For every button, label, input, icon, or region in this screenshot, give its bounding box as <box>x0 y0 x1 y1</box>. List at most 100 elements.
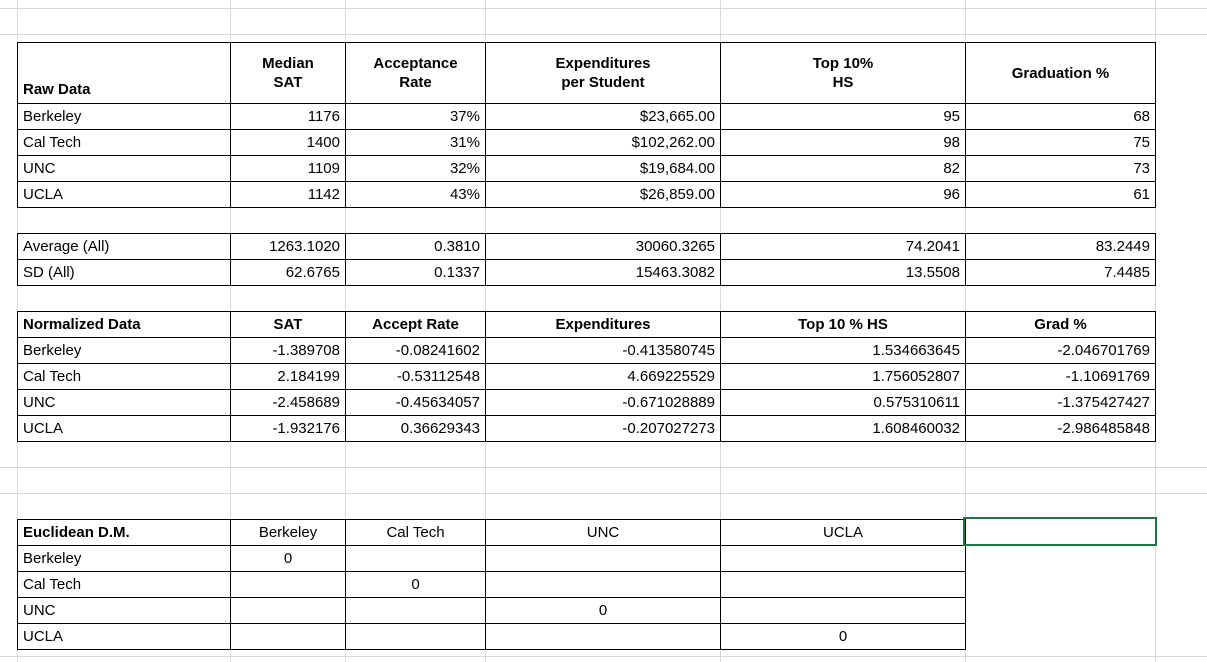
value-cell[interactable]: 1400 <box>230 129 346 156</box>
distance-table-title-cell[interactable]: Euclidean D.M. <box>17 519 231 546</box>
value-cell[interactable]: -2.458689 <box>230 389 346 416</box>
value-cell[interactable]: -0.207027273 <box>485 415 721 442</box>
value-cell[interactable] <box>345 545 486 572</box>
value-cell[interactable]: 0 <box>485 597 721 624</box>
column-header-sat[interactable]: SAT <box>230 311 346 338</box>
value-cell[interactable] <box>720 571 966 598</box>
value-cell[interactable]: 15463.3082 <box>485 259 721 286</box>
value-cell[interactable] <box>230 597 346 624</box>
value-cell[interactable]: 1142 <box>230 181 346 208</box>
value-cell[interactable]: 1.534663645 <box>720 337 966 364</box>
value-cell[interactable]: 74.2041 <box>720 233 966 260</box>
value-cell[interactable]: 95 <box>720 103 966 130</box>
value-cell[interactable]: 2.184199 <box>230 363 346 390</box>
column-header-graduation[interactable]: Graduation % <box>965 42 1156 104</box>
row-label-cell[interactable]: SD (All) <box>17 259 231 286</box>
value-cell[interactable]: -1.389708 <box>230 337 346 364</box>
column-header-accept-rate[interactable]: Accept Rate <box>345 311 486 338</box>
value-cell[interactable]: 68 <box>965 103 1156 130</box>
table-row: UCLA -1.932176 0.36629343 -0.207027273 1… <box>17 415 1156 442</box>
value-cell[interactable]: 0 <box>345 571 486 598</box>
raw-table-title-cell[interactable]: Raw Data <box>17 42 231 104</box>
value-cell[interactable]: 96 <box>720 181 966 208</box>
column-header-median-sat[interactable]: Median SAT <box>230 42 346 104</box>
value-cell[interactable]: 61 <box>965 181 1156 208</box>
row-label-cell[interactable]: Berkeley <box>17 545 231 572</box>
column-header-expenditures[interactable]: Expenditures per Student <box>485 42 721 104</box>
value-cell[interactable]: 30060.3265 <box>485 233 721 260</box>
value-cell[interactable]: 1.756052807 <box>720 363 966 390</box>
value-cell[interactable]: -0.45634057 <box>345 389 486 416</box>
value-cell[interactable] <box>485 545 721 572</box>
value-cell[interactable]: 4.669225529 <box>485 363 721 390</box>
value-cell[interactable]: $23,665.00 <box>485 103 721 130</box>
normalized-table-title-cell[interactable]: Normalized Data <box>17 311 231 338</box>
value-cell[interactable]: 0 <box>720 623 966 650</box>
value-cell[interactable]: -0.53112548 <box>345 363 486 390</box>
distance-matrix-table: Euclidean D.M. Berkeley Cal Tech UNC UCL… <box>17 519 966 650</box>
value-cell[interactable]: 1.608460032 <box>720 415 966 442</box>
value-cell[interactable]: -0.413580745 <box>485 337 721 364</box>
value-cell[interactable]: 32% <box>345 155 486 182</box>
value-cell[interactable] <box>230 571 346 598</box>
value-cell[interactable]: -2.046701769 <box>965 337 1156 364</box>
value-cell[interactable]: -0.08241602 <box>345 337 486 364</box>
value-cell[interactable] <box>485 623 721 650</box>
column-header-unc[interactable]: UNC <box>485 519 721 546</box>
column-header-ucla[interactable]: UCLA <box>720 519 966 546</box>
column-header-grad-norm[interactable]: Grad % <box>965 311 1156 338</box>
column-header-cal-tech[interactable]: Cal Tech <box>345 519 486 546</box>
column-header-top10-norm[interactable]: Top 10 % HS <box>720 311 966 338</box>
value-cell[interactable]: 43% <box>345 181 486 208</box>
column-header-top10-hs[interactable]: Top 10% HS <box>720 42 966 104</box>
value-cell[interactable]: 1109 <box>230 155 346 182</box>
row-label-cell[interactable]: Cal Tech <box>17 571 231 598</box>
row-label-cell[interactable]: UCLA <box>17 415 231 442</box>
value-cell[interactable] <box>345 623 486 650</box>
column-header-berkeley[interactable]: Berkeley <box>230 519 346 546</box>
value-cell[interactable]: 0 <box>230 545 346 572</box>
value-cell[interactable]: 83.2449 <box>965 233 1156 260</box>
value-cell[interactable]: -0.671028889 <box>485 389 721 416</box>
value-cell[interactable]: 62.6765 <box>230 259 346 286</box>
value-cell[interactable]: 7.4485 <box>965 259 1156 286</box>
value-cell[interactable] <box>720 597 966 624</box>
column-header-expenditures-norm[interactable]: Expenditures <box>485 311 721 338</box>
row-label-cell[interactable]: UNC <box>17 389 231 416</box>
column-header-acceptance-rate[interactable]: Acceptance Rate <box>345 42 486 104</box>
value-cell[interactable]: $26,859.00 <box>485 181 721 208</box>
row-label-cell[interactable]: Cal Tech <box>17 363 231 390</box>
value-cell[interactable]: 75 <box>965 129 1156 156</box>
value-cell[interactable]: $102,262.00 <box>485 129 721 156</box>
row-label-cell[interactable]: Berkeley <box>17 103 231 130</box>
row-label-cell[interactable]: UCLA <box>17 623 231 650</box>
value-cell[interactable]: -1.375427427 <box>965 389 1156 416</box>
value-cell[interactable]: 73 <box>965 155 1156 182</box>
value-cell[interactable]: 0.1337 <box>345 259 486 286</box>
row-label-cell[interactable]: UCLA <box>17 181 231 208</box>
value-cell[interactable]: -1.10691769 <box>965 363 1156 390</box>
value-cell[interactable] <box>485 571 721 598</box>
value-cell[interactable]: 31% <box>345 129 486 156</box>
value-cell[interactable]: 1176 <box>230 103 346 130</box>
value-cell[interactable]: -1.932176 <box>230 415 346 442</box>
value-cell[interactable]: 98 <box>720 129 966 156</box>
row-label-cell[interactable]: Berkeley <box>17 337 231 364</box>
value-cell[interactable]: 1263.1020 <box>230 233 346 260</box>
value-cell[interactable]: 13.5508 <box>720 259 966 286</box>
row-label-cell[interactable]: UNC <box>17 597 231 624</box>
value-cell[interactable] <box>230 623 346 650</box>
row-label-cell[interactable]: Average (All) <box>17 233 231 260</box>
row-label-cell[interactable]: Cal Tech <box>17 129 231 156</box>
value-cell[interactable]: $19,684.00 <box>485 155 721 182</box>
value-cell[interactable]: 0.3810 <box>345 233 486 260</box>
value-cell[interactable]: 82 <box>720 155 966 182</box>
value-cell[interactable] <box>345 597 486 624</box>
value-cell[interactable]: 0.575310611 <box>720 389 966 416</box>
value-cell[interactable]: -2.986485848 <box>965 415 1156 442</box>
value-cell[interactable]: 0.36629343 <box>345 415 486 442</box>
value-cell[interactable] <box>720 545 966 572</box>
active-cell[interactable] <box>963 517 1157 546</box>
value-cell[interactable]: 37% <box>345 103 486 130</box>
row-label-cell[interactable]: UNC <box>17 155 231 182</box>
